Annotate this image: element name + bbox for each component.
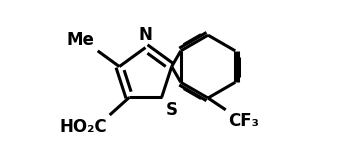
Text: N: N bbox=[138, 26, 152, 44]
Text: Me: Me bbox=[67, 31, 95, 49]
Text: HO₂C: HO₂C bbox=[59, 118, 107, 136]
Text: CF₃: CF₃ bbox=[228, 112, 259, 130]
Text: S: S bbox=[166, 101, 178, 119]
